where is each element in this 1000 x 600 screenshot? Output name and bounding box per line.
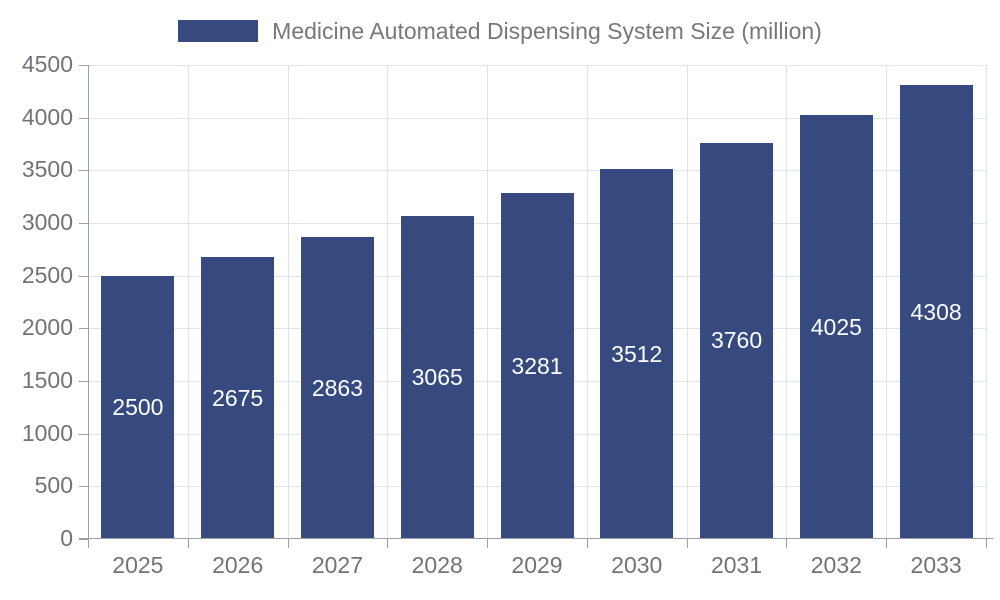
- v-gridline: [786, 65, 788, 539]
- legend-label: Medicine Automated Dispensing System Siz…: [272, 17, 822, 44]
- y-tick-mark: [79, 539, 88, 540]
- legend-swatch: [178, 20, 259, 42]
- v-gridline: [686, 65, 688, 539]
- y-tick-mark: [79, 433, 88, 435]
- x-tick-mark: [287, 539, 289, 548]
- bar: 2863: [300, 237, 374, 539]
- y-axis-tick-label: 4500: [21, 51, 73, 78]
- bar-value-label: 2500: [112, 393, 164, 420]
- bar-value-label: 3760: [710, 327, 763, 354]
- x-axis-tick-label: 2033: [910, 552, 962, 578]
- y-axis-tick-label: 2500: [21, 261, 73, 288]
- x-axis-tick-label: 2028: [411, 552, 463, 578]
- x-tick-mark: [586, 539, 588, 548]
- y-axis-line: [88, 65, 89, 548]
- x-tick-mark: [187, 539, 189, 548]
- bar-value-label: 3512: [611, 340, 663, 367]
- y-axis-tick-label: 4000: [21, 103, 73, 130]
- x-tick-mark: [387, 539, 389, 548]
- x-tick-mark: [986, 539, 987, 548]
- v-gridline: [487, 65, 489, 539]
- bar: 4308: [899, 85, 973, 539]
- h-gridline: [88, 117, 986, 119]
- bar: 4025: [799, 115, 873, 539]
- y-tick-mark: [79, 328, 88, 330]
- bar: 3760: [700, 142, 774, 539]
- x-tick-mark: [786, 539, 788, 548]
- y-tick-mark: [79, 381, 88, 382]
- bar-value-label: 4025: [810, 313, 862, 340]
- y-tick-mark: [79, 275, 88, 277]
- v-gridline: [287, 65, 289, 539]
- v-gridline: [586, 65, 588, 539]
- x-tick-mark: [487, 539, 489, 548]
- y-axis-tick-label: 500: [34, 472, 73, 499]
- v-gridline: [387, 65, 389, 539]
- y-axis-tick-label: 0: [60, 525, 73, 552]
- bar-value-label: 3065: [411, 364, 463, 391]
- x-axis-tick-label: 2031: [710, 552, 763, 578]
- x-axis-tick-label: 2029: [511, 552, 563, 578]
- x-tick-mark: [686, 539, 688, 548]
- y-tick-mark: [79, 223, 88, 224]
- bar: 3512: [600, 169, 674, 539]
- y-axis-tick-label: 2000: [21, 314, 73, 341]
- bar-value-label: 3281: [511, 352, 563, 379]
- y-axis-tick-label: 3000: [21, 209, 73, 236]
- x-tick-mark: [886, 539, 888, 548]
- x-axis-tick-label: 2032: [810, 552, 862, 578]
- x-axis-tick-label: 2025: [112, 552, 164, 578]
- bar: 2500: [101, 275, 175, 539]
- v-gridline: [986, 65, 987, 539]
- y-tick-mark: [79, 170, 88, 172]
- bar-value-label: 2675: [212, 384, 264, 411]
- bar: 3281: [500, 193, 574, 539]
- y-axis-tick-label: 1500: [21, 367, 73, 394]
- legend-item[interactable]: Medicine Automated Dispensing System Siz…: [0, 12, 1000, 50]
- v-gridline: [187, 65, 189, 539]
- plot-area: 0 500 1000 1500 2000 2500 3000 3500 4000 4500 2500…: [22, 53, 993, 577]
- h-gridline: [88, 170, 986, 172]
- bar-value-label: 4308: [910, 298, 962, 325]
- bar-value-label: 2863: [311, 374, 364, 401]
- bar: 3065: [400, 216, 474, 539]
- x-axis-tick-label: 2030: [611, 552, 663, 578]
- v-gridline: [886, 65, 888, 539]
- x-axis-tick-label: 2027: [311, 552, 364, 578]
- y-axis-tick-label: 3500: [21, 156, 73, 183]
- y-tick-mark: [79, 65, 88, 66]
- bar: 2675: [201, 257, 275, 539]
- x-axis-tick-label: 2026: [212, 552, 264, 578]
- h-gridline: [88, 65, 986, 66]
- y-tick-mark: [79, 117, 88, 119]
- x-axis-line: [79, 538, 993, 539]
- y-axis-tick-label: 1000: [21, 419, 73, 446]
- y-tick-mark: [79, 486, 88, 488]
